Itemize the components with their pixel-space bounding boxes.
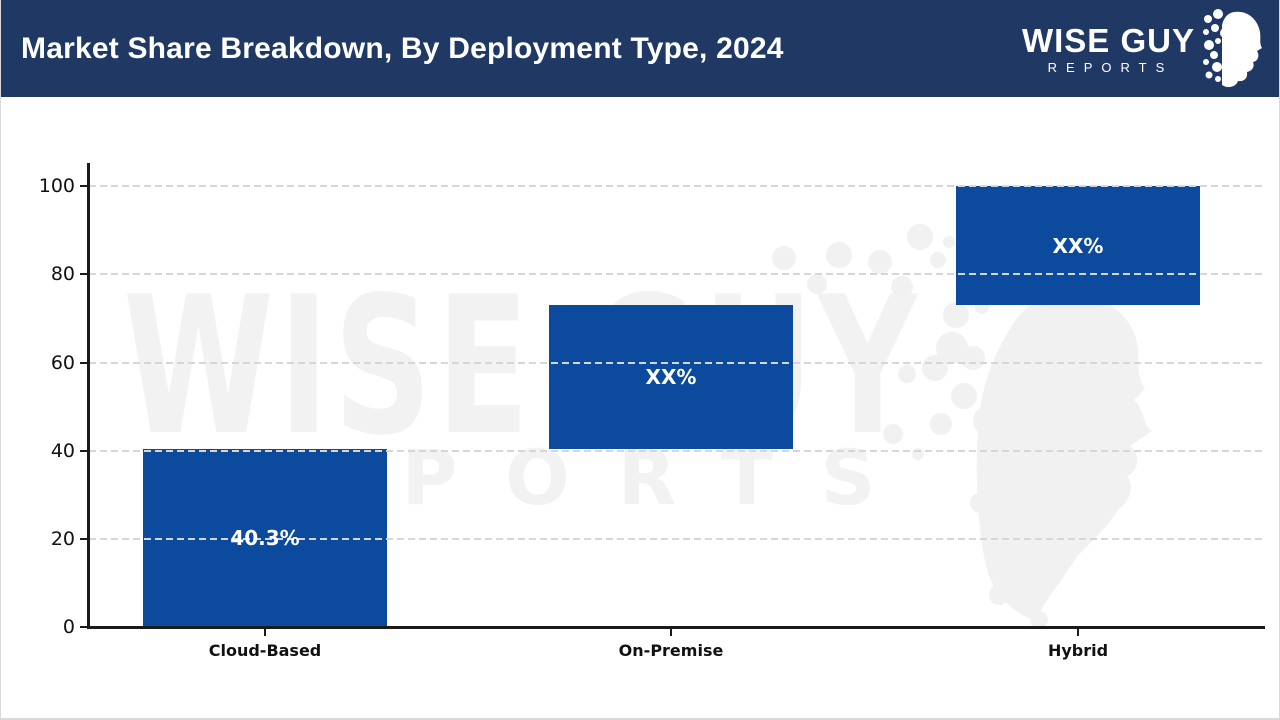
gridline-100 — [89, 185, 1265, 188]
bar-hybrid — [956, 186, 1200, 305]
gridline-60 — [89, 361, 1265, 364]
y-tick-label: 40 — [50, 439, 75, 462]
page-title: Market Share Breakdown, By Deployment Ty… — [21, 31, 784, 65]
y-tick-label: 60 — [50, 351, 75, 374]
x-tick-label-cloud-based: Cloud-Based — [208, 641, 322, 660]
gridline-20 — [89, 537, 1265, 540]
logo-wordmark: WISE GUY — [1021, 21, 1195, 59]
y-tick — [80, 626, 89, 628]
y-tick — [80, 361, 89, 364]
logo-face-icon — [1203, 8, 1262, 87]
y-tick-label: 80 — [50, 263, 75, 286]
y-tick — [80, 185, 89, 188]
y-tick — [80, 273, 89, 276]
x-tick — [264, 627, 266, 636]
x-tick — [1077, 627, 1079, 636]
wise-guy-reports-logo: WISE GUY REPORTS — [1022, 5, 1263, 93]
logo-text: WISE GUY REPORTS — [1022, 24, 1195, 74]
x-tick-label-on-premise: On-Premise — [618, 641, 724, 660]
logo-subtitle: REPORTS — [1047, 59, 1174, 75]
y-axis-line — [87, 163, 90, 628]
watermark-wordmark: WISE GUY — [123, 256, 922, 477]
bar-value-label: 40.3% — [230, 526, 300, 551]
y-tick-label: 0 — [62, 616, 75, 638]
y-tick — [80, 449, 89, 452]
x-tick — [670, 627, 672, 636]
gridline-40 — [89, 449, 1265, 452]
y-tick-label: 20 — [50, 527, 75, 550]
header-bar: Market Share Breakdown, By Deployment Ty… — [1, 0, 1279, 97]
bar-on-premise — [549, 304, 793, 450]
y-tick-label: 100 — [38, 175, 75, 198]
bar-value-label: XX% — [645, 365, 697, 390]
gridline-80 — [89, 273, 1265, 276]
bar-value-label: XX% — [1052, 233, 1104, 258]
y-tick — [80, 537, 89, 540]
x-axis-line — [87, 626, 1265, 629]
x-tick-label-hybrid: Hybrid — [1047, 641, 1109, 660]
